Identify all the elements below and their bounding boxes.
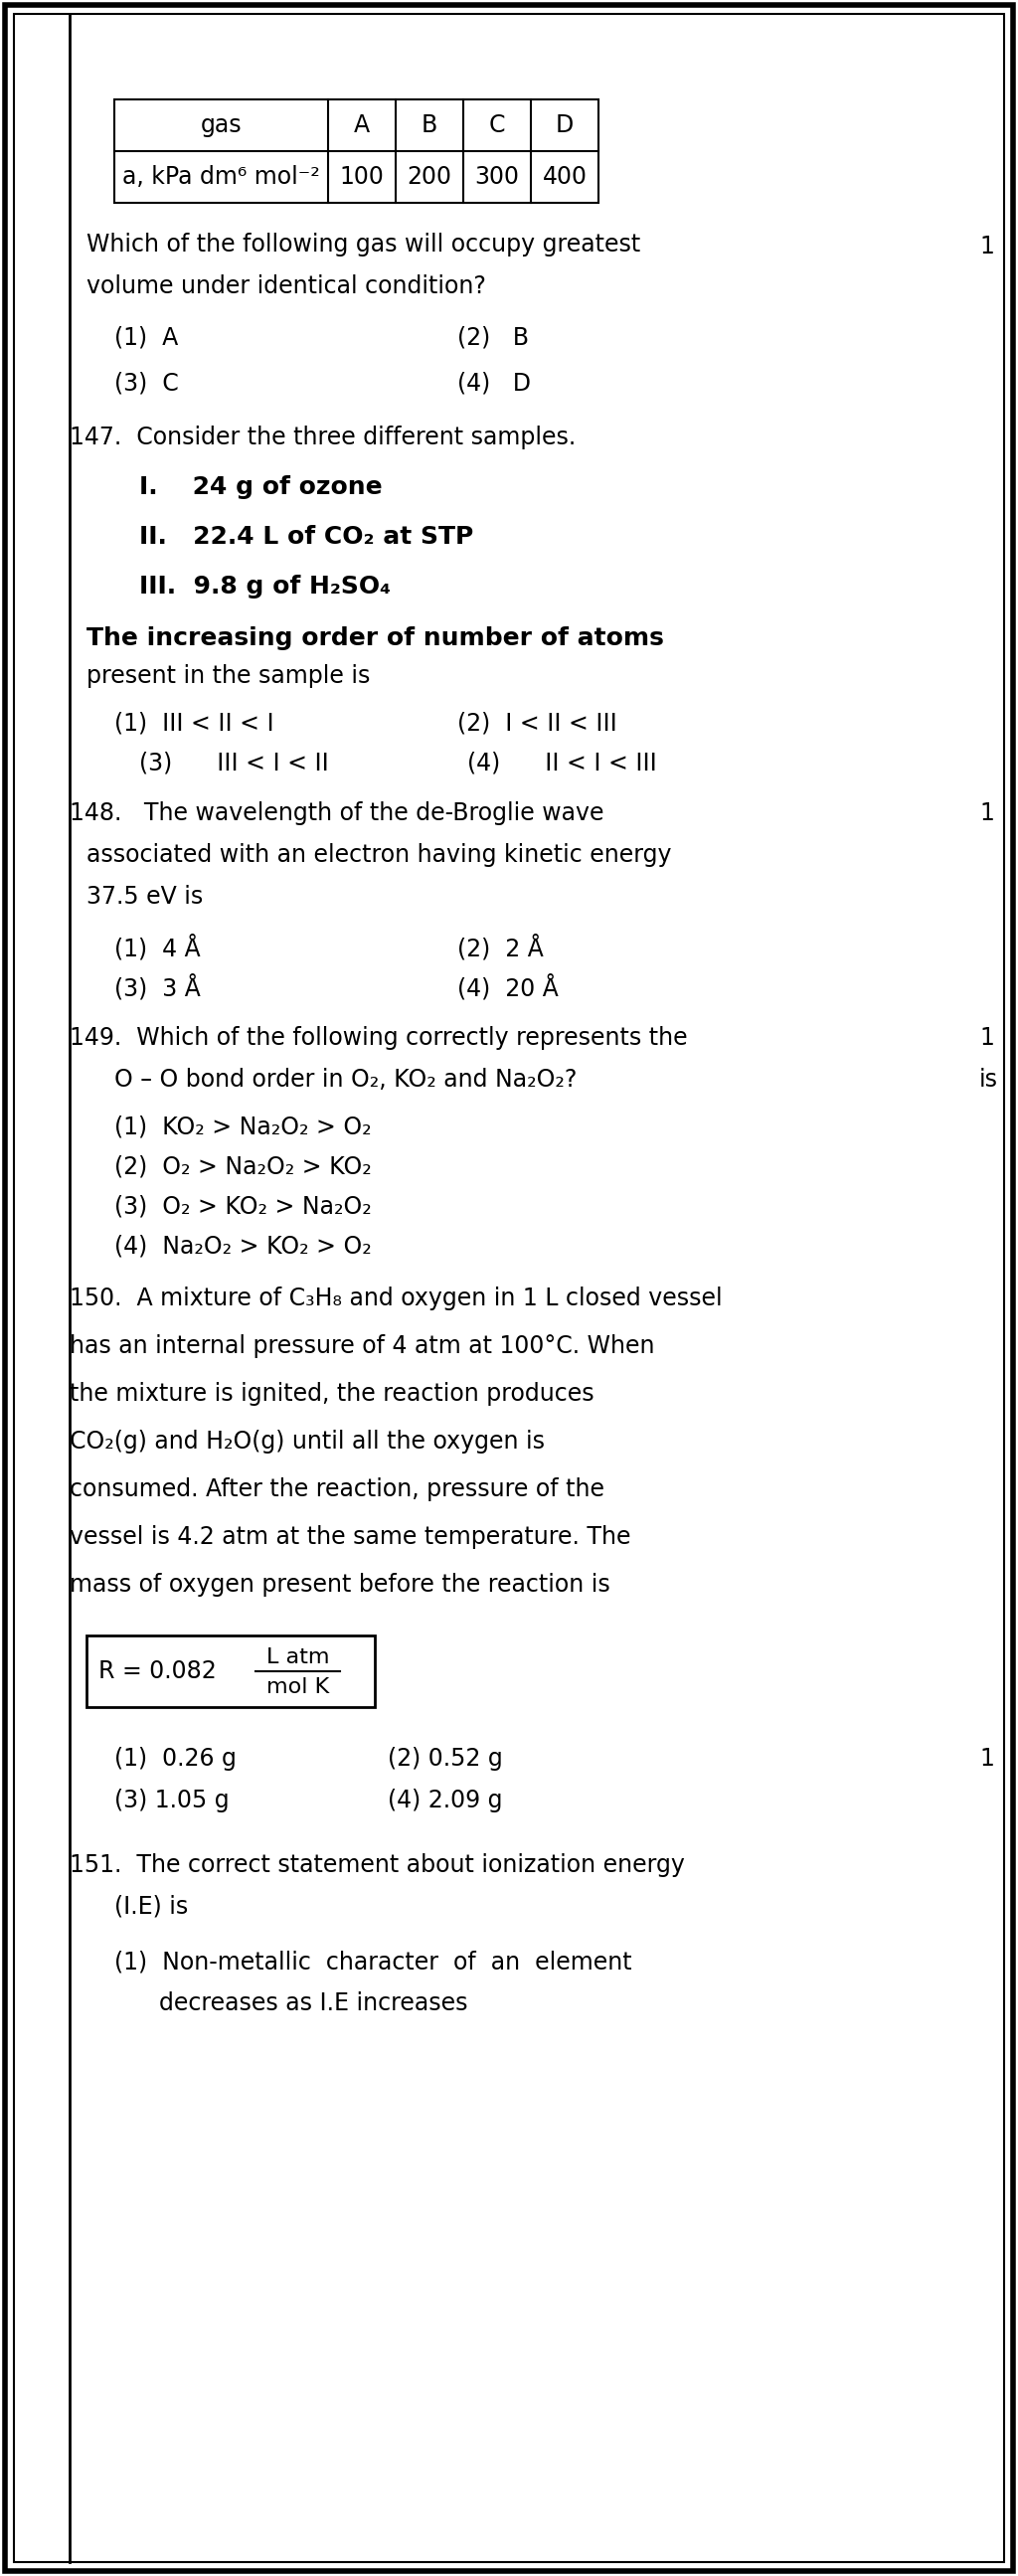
Text: (3)  3 Å: (3) 3 Å [114, 974, 201, 999]
Text: (3)      III < I < II: (3) III < I < II [139, 752, 329, 775]
Text: (2)  2 Å: (2) 2 Å [457, 935, 544, 961]
Bar [114, 100, 599, 204]
Text: I.    24 g of ozone: I. 24 g of ozone [139, 474, 383, 500]
Text: the mixture is ignited, the reaction produces: the mixture is ignited, the reaction pro… [69, 1381, 595, 1406]
Text: (4)  20 Å: (4) 20 Å [457, 974, 559, 999]
Text: (2)   B: (2) B [457, 327, 529, 350]
Text: (I.E) is: (I.E) is [69, 1896, 188, 1919]
Text: gas: gas [201, 113, 242, 137]
Text: (2) 0.52 g: (2) 0.52 g [388, 1747, 503, 1770]
Text: (2)  O₂ > Na₂O₂ > KO₂: (2) O₂ > Na₂O₂ > KO₂ [114, 1154, 372, 1180]
Text: The increasing order of number of atoms: The increasing order of number of atoms [87, 626, 664, 649]
Text: 147.  Consider the three different samples.: 147. Consider the three different sample… [69, 425, 576, 448]
Text: 300: 300 [474, 165, 519, 188]
Text: 1: 1 [979, 1747, 994, 1770]
Text: decreases as I.E increases: decreases as I.E increases [114, 1991, 467, 2014]
Text: has an internal pressure of 4 atm at 100°C. When: has an internal pressure of 4 atm at 100… [69, 1334, 655, 1358]
Text: L atm: L atm [266, 1646, 329, 1667]
Text: (1)  KO₂ > Na₂O₂ > O₂: (1) KO₂ > Na₂O₂ > O₂ [114, 1115, 372, 1139]
Text: 1: 1 [979, 801, 994, 824]
Text: CO₂(g) and H₂O(g) until all the oxygen is: CO₂(g) and H₂O(g) until all the oxygen i… [69, 1430, 545, 1453]
Text: III.  9.8 g of H₂SO₄: III. 9.8 g of H₂SO₄ [139, 574, 391, 598]
Text: II.   22.4 L of CO₂ at STP: II. 22.4 L of CO₂ at STP [139, 526, 473, 549]
Text: 1: 1 [979, 234, 994, 258]
Bar [87, 1636, 375, 1708]
Text: 148.   The wavelength of the de-Broglie wave: 148. The wavelength of the de-Broglie wa… [69, 801, 604, 824]
Text: (4)      II < I < III: (4) II < I < III [467, 752, 657, 775]
Text: a, kPa dm⁶ mol⁻²: a, kPa dm⁶ mol⁻² [122, 165, 320, 188]
Text: 100: 100 [340, 165, 384, 188]
Text: (4) 2.09 g: (4) 2.09 g [388, 1788, 503, 1814]
Text: present in the sample is: present in the sample is [87, 665, 371, 688]
Text: R = 0.082: R = 0.082 [99, 1659, 217, 1682]
Text: D: D [556, 113, 574, 137]
Text: (1)  III < II < I: (1) III < II < I [114, 711, 274, 737]
Text: B: B [421, 113, 438, 137]
Text: associated with an electron having kinetic energy: associated with an electron having kinet… [87, 842, 672, 868]
Text: consumed. After the reaction, pressure of the: consumed. After the reaction, pressure o… [69, 1479, 605, 1502]
Text: (2)  I < II < III: (2) I < II < III [457, 711, 617, 737]
Text: (1)  A: (1) A [114, 327, 178, 350]
Text: A: A [354, 113, 370, 137]
Text: Which of the following gas will occupy greatest: Which of the following gas will occupy g… [87, 232, 640, 258]
Text: (1)  0.26 g: (1) 0.26 g [114, 1747, 236, 1770]
Text: 150.  A mixture of C₃H₈ and oxygen in 1 L closed vessel: 150. A mixture of C₃H₈ and oxygen in 1 L… [69, 1285, 723, 1311]
Text: 1: 1 [979, 1025, 994, 1051]
Text: 151.  The correct statement about ionization energy: 151. The correct statement about ionizat… [69, 1852, 685, 1878]
Text: (1)  Non-metallic  character  of  an  element: (1) Non-metallic character of an element [114, 1950, 632, 1973]
Text: mass of oxygen present before the reaction is: mass of oxygen present before the reacti… [69, 1574, 610, 1597]
Text: 149.  Which of the following correctly represents the: 149. Which of the following correctly re… [69, 1025, 687, 1051]
Text: (4)   D: (4) D [457, 371, 530, 394]
Text: (3) 1.05 g: (3) 1.05 g [114, 1788, 229, 1814]
Text: (4)  Na₂O₂ > KO₂ > O₂: (4) Na₂O₂ > KO₂ > O₂ [114, 1234, 372, 1260]
Text: is: is [979, 1069, 998, 1092]
Text: (3)  C: (3) C [114, 371, 179, 394]
Text: C: C [489, 113, 505, 137]
Text: O – O bond order in O₂, KO₂ and Na₂O₂?: O – O bond order in O₂, KO₂ and Na₂O₂? [69, 1069, 577, 1092]
Text: 400: 400 [543, 165, 587, 188]
Text: volume under identical condition?: volume under identical condition? [87, 276, 486, 299]
Text: mol K: mol K [267, 1677, 329, 1698]
Text: (3)  O₂ > KO₂ > Na₂O₂: (3) O₂ > KO₂ > Na₂O₂ [114, 1195, 372, 1218]
Text: 200: 200 [407, 165, 452, 188]
Text: vessel is 4.2 atm at the same temperature. The: vessel is 4.2 atm at the same temperatur… [69, 1525, 631, 1548]
Text: (1)  4 Å: (1) 4 Å [114, 935, 201, 961]
Text: 37.5 eV is: 37.5 eV is [87, 884, 203, 909]
